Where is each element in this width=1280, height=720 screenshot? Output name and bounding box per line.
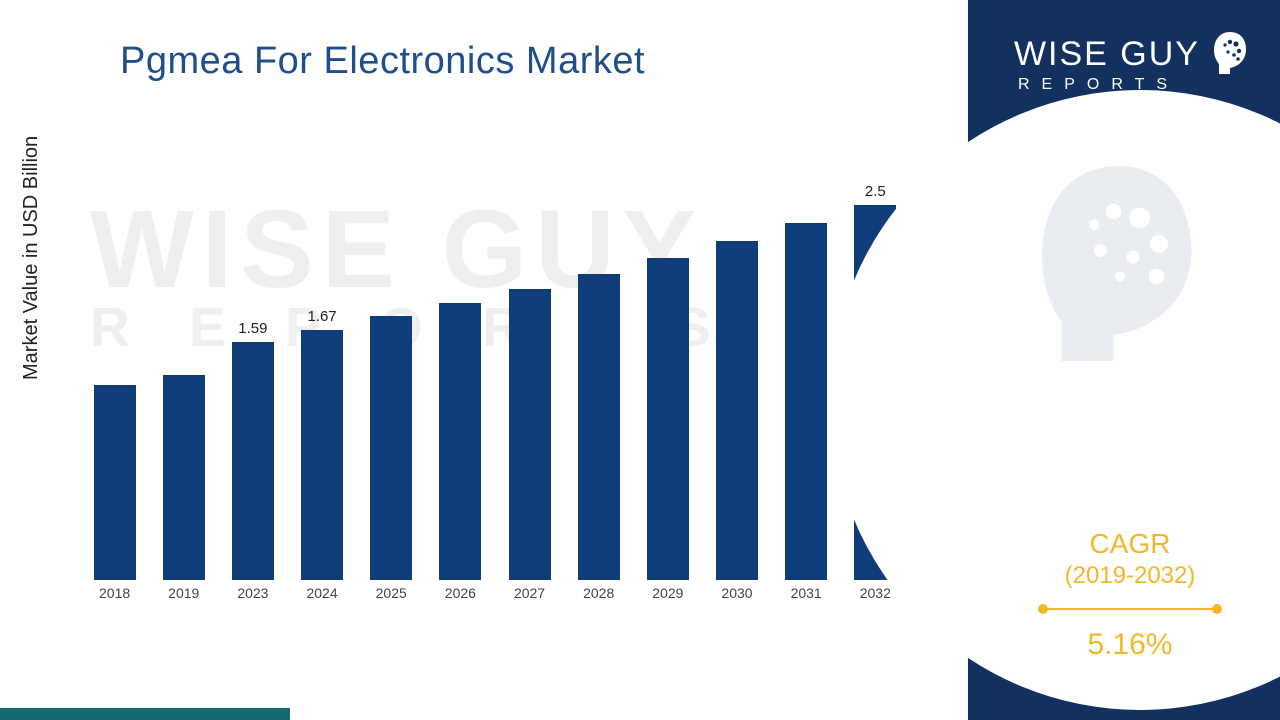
x-axis-label: 2025 <box>364 585 419 601</box>
bar-group <box>779 201 834 580</box>
bar-group <box>433 281 488 581</box>
x-axis-label: 2031 <box>779 585 834 601</box>
x-axis-label: 2028 <box>571 585 626 601</box>
bar <box>301 330 343 581</box>
bar-group <box>709 219 764 580</box>
head-watermark-icon <box>990 140 1250 400</box>
bar-group <box>571 252 626 580</box>
bar-value-label: 1.67 <box>307 308 336 326</box>
logo-head-icon <box>1208 30 1252 78</box>
bar-group <box>156 353 211 581</box>
chart-title: Pgmea For Electronics Market <box>120 40 645 83</box>
bar-group <box>502 267 557 580</box>
bar-group <box>364 294 419 580</box>
logo-main-row: WISE GUY <box>1014 30 1252 78</box>
bar <box>785 223 827 580</box>
y-axis-label: Market Value in USD Billion <box>20 136 43 380</box>
x-axis-label: 2018 <box>87 585 142 601</box>
bar-value-label: 1.59 <box>238 320 267 338</box>
main-chart-area: Pgmea For Electronics Market WISE GUY R … <box>0 0 968 720</box>
x-axis-label: 2030 <box>709 585 764 601</box>
cagr-divider-line <box>1040 608 1220 610</box>
x-axis-label: 2026 <box>433 585 488 601</box>
brand-logo: WISE GUY REPORTS <box>1014 30 1252 94</box>
bar <box>647 258 689 581</box>
logo-sub-text: REPORTS <box>1018 76 1252 94</box>
bar <box>370 316 412 580</box>
bottom-accent-bar <box>0 708 290 720</box>
x-axis-label: 2027 <box>502 585 557 601</box>
cagr-value: 5.16% <box>1020 628 1240 662</box>
cagr-range: (2019-2032) <box>1020 562 1240 590</box>
bar <box>716 241 758 580</box>
bar-group: 1.59 <box>225 320 280 581</box>
bar <box>509 289 551 580</box>
bar-group <box>87 363 142 580</box>
x-axis-label: 2029 <box>640 585 695 601</box>
bar <box>439 303 481 581</box>
x-axis-labels: 2018 2019 2023 2024 2025 2026 2027 2028 2029 2030… <box>80 585 910 601</box>
bar <box>232 342 274 581</box>
x-axis-label: 2024 <box>295 585 350 601</box>
bar-chart: 1.59 1.67 2.5 <box>80 160 910 580</box>
cagr-block: CAGR (2019-2032) 5.16% <box>1020 528 1240 662</box>
bar-value-label: 2.5 <box>865 183 886 201</box>
bar-group <box>640 236 695 581</box>
chart-container: Pgmea For Electronics Market WISE GUY R … <box>0 0 1280 720</box>
bars-row: 1.59 1.67 2.5 <box>80 160 910 580</box>
side-panel: WISE GUY REPORTS CAGR (2019-2032) 5.16% <box>968 0 1280 720</box>
x-axis-label: 2019 <box>156 585 211 601</box>
bar <box>578 274 620 580</box>
bar-group: 1.67 <box>295 308 350 581</box>
cagr-title: CAGR <box>1020 528 1240 560</box>
bar <box>163 375 205 581</box>
bar <box>94 385 136 580</box>
logo-main-text: WISE GUY <box>1014 35 1200 74</box>
x-axis-label: 2023 <box>225 585 280 601</box>
